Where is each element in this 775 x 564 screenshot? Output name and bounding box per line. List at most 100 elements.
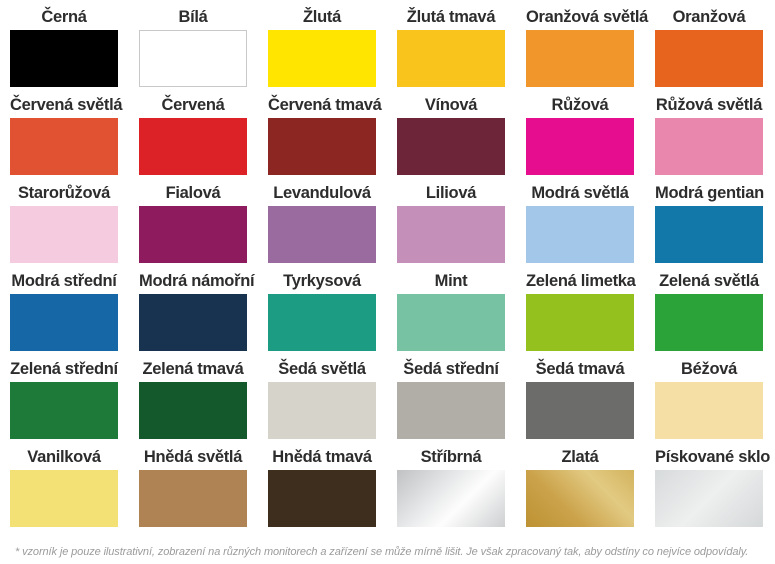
color-name-label: Pískované sklo [655,448,771,466]
color-swatch-cell: Zelená střední [10,356,118,439]
color-name-label: Červená tmavá [268,96,382,114]
color-name-label: Béžová [681,360,737,378]
color-swatch-cell: Levandulová [268,180,376,263]
color-swatch-cell: Červená [139,92,247,175]
color-swatch-cell: Žlutá tmavá [397,4,505,87]
color-swatch [139,382,247,439]
color-name-label: Vínová [424,96,478,114]
color-swatch-cell: Modrá střední [10,268,118,351]
color-swatch-cell: Bílá [139,4,247,87]
color-swatch [139,30,247,87]
color-swatch-cell: Oranžová [655,4,763,87]
color-name-label: Zelená limetka [526,272,636,290]
color-name-label: Hnědá světlá [143,448,243,466]
color-name-label: Růžová světlá [655,96,763,114]
color-swatch [397,30,505,87]
color-swatch [526,294,634,351]
color-name-label: Starorůžová [17,184,111,202]
color-swatch-cell: Červená světlá [10,92,123,175]
color-name-label: Stříbrná [420,448,482,466]
color-name-label: Žlutá [303,8,341,26]
color-name-label: Oranžová světlá [526,8,649,26]
color-name-label: Šedá střední [403,360,499,378]
color-swatch-cell: Pískované sklo [655,444,771,527]
color-swatch [139,470,247,527]
color-name-label: Modrá střední [11,272,117,290]
color-swatch [526,382,634,439]
color-swatch [268,118,376,175]
color-swatch [139,118,247,175]
color-swatch [10,118,118,175]
color-swatch [268,30,376,87]
color-swatch [397,206,505,263]
color-swatch [526,206,634,263]
color-swatch-cell: Zelená světlá [655,268,763,351]
color-swatch [268,470,376,527]
color-name-label: Bílá [178,8,208,26]
color-swatch-cell: Fialová [139,180,247,263]
color-swatch-cell: Stříbrná [397,444,505,527]
color-name-label: Růžová [551,96,609,114]
color-name-label: Hnědá tmavá [272,448,372,466]
color-swatch [655,206,763,263]
color-name-label: Zelená tmavá [142,360,244,378]
color-swatch-cell: Vanilková [10,444,118,527]
color-swatch [139,294,247,351]
color-swatch [397,382,505,439]
color-swatch-cell: Hnědá světlá [139,444,247,527]
color-swatch-cell: Šedá světlá [268,356,376,439]
color-swatch-cell: Zelená limetka [526,268,636,351]
color-swatch [268,206,376,263]
color-swatch-cell: Růžová [526,92,634,175]
color-grid: Černá Bílá Žlutá Žlutá tmavá Oranžová světlá… [10,4,771,527]
color-swatch [10,470,118,527]
color-swatch-cell: Vínová [397,92,505,175]
color-name-label: Žlutá tmavá [406,8,496,26]
color-swatch-cell: Modrá gentian [655,180,764,263]
color-swatch-cell: Modrá námořní [139,268,255,351]
color-name-label: Liliová [425,184,477,202]
color-swatch-cell: Mint [397,268,505,351]
color-swatch [268,382,376,439]
color-name-label: Zelená světlá [659,272,759,290]
disclaimer-footnote: * vzorník je pouze ilustrativní, zobraze… [15,546,749,558]
color-swatch-cell: Šedá tmavá [526,356,634,439]
color-swatch [526,118,634,175]
color-swatch-cell: Oranžová světlá [526,4,649,87]
color-swatch [655,294,763,351]
color-swatch [655,470,763,527]
color-name-label: Modrá námořní [139,272,255,290]
color-swatch-cell: Červená tmavá [268,92,382,175]
color-swatch [655,118,763,175]
color-swatch-cell: Zlatá [526,444,634,527]
color-name-label: Mint [434,272,468,290]
color-swatch-cell: Černá [10,4,118,87]
color-swatch-cell: Starorůžová [10,180,118,263]
color-swatch [397,294,505,351]
color-swatch-cell: Šedá střední [397,356,505,439]
color-swatch [268,294,376,351]
color-swatch [526,30,634,87]
color-name-label: Červená [161,96,225,114]
color-name-label: Černá [41,8,87,26]
color-swatch [10,294,118,351]
color-name-label: Zlatá [561,448,599,466]
color-swatch [526,470,634,527]
color-name-label: Zelená střední [10,360,118,378]
color-swatch [139,206,247,263]
color-swatch [655,382,763,439]
color-swatch-cell: Tyrkysová [268,268,376,351]
color-name-label: Šedá tmavá [535,360,625,378]
color-swatch-cell: Žlutá [268,4,376,87]
color-name-label: Modrá gentian [655,184,764,202]
color-name-label: Červená světlá [10,96,123,114]
color-swatch-cell: Zelená tmavá [139,356,247,439]
color-swatch-cell: Béžová [655,356,763,439]
color-swatch-cell: Modrá světlá [526,180,634,263]
color-swatch [397,470,505,527]
color-name-label: Tyrkysová [283,272,361,290]
color-name-label: Fialová [165,184,221,202]
color-name-label: Šedá světlá [278,360,366,378]
color-name-label: Oranžová [672,8,746,26]
color-swatch [10,382,118,439]
